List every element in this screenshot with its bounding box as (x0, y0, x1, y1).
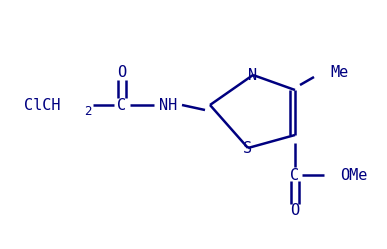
Text: ClCH: ClCH (24, 98, 60, 113)
Text: C: C (290, 168, 300, 183)
Text: O: O (290, 202, 300, 217)
Text: C: C (117, 98, 127, 113)
Text: NH: NH (159, 98, 177, 113)
Text: Me: Me (330, 64, 348, 79)
Text: OMe: OMe (340, 168, 367, 183)
Text: N: N (248, 67, 258, 82)
Text: S: S (243, 140, 253, 155)
Text: 2: 2 (84, 105, 92, 118)
Text: O: O (117, 64, 127, 79)
